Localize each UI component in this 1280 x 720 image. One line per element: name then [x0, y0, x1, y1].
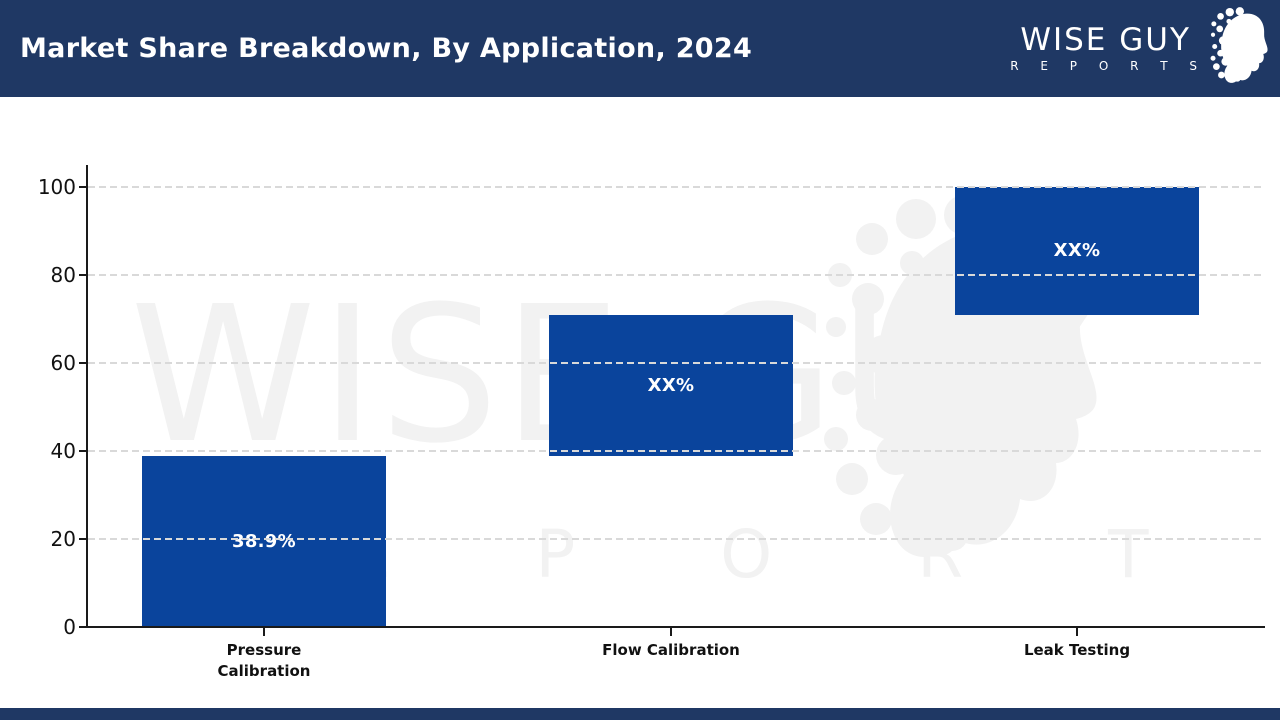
y-tick-label: 40: [50, 439, 76, 463]
y-gridline: [88, 450, 1265, 452]
y-tick-label: 60: [50, 351, 76, 375]
header: Market Share Breakdown, By Application, …: [0, 0, 1280, 97]
x-tick-label: Flow Calibration: [602, 641, 740, 659]
bar-segment: XX%: [549, 314, 793, 456]
y-tick-mark: [79, 538, 87, 540]
brand-name: WISE GUY: [1020, 22, 1191, 58]
bar-value-label: XX%: [1053, 240, 1101, 262]
x-tick-mark: [1076, 628, 1078, 636]
chart-title: Market Share Breakdown, By Application, …: [20, 33, 753, 64]
y-tick-mark: [79, 626, 87, 628]
y-gridline: [88, 186, 1265, 188]
y-tick-label: 100: [37, 175, 76, 199]
brand-subname: R E P O R T S: [1010, 59, 1206, 73]
brand-logo-text: WISE GUY R E P O R T S: [1005, 22, 1206, 73]
bar-value-label: XX%: [647, 374, 695, 396]
bar-value-label: 38.9%: [232, 530, 296, 552]
y-tick-mark: [79, 450, 87, 452]
y-tick-mark: [79, 362, 87, 364]
x-axis-line: [86, 626, 1265, 628]
y-gridline: [88, 538, 1265, 540]
x-tick-label: Pressure Calibration: [217, 641, 311, 680]
y-tick-label: 0: [63, 615, 76, 639]
y-axis-line: [86, 165, 88, 628]
y-gridline: [88, 274, 1265, 276]
bar-segment: XX%: [955, 187, 1199, 315]
y-tick-mark: [79, 186, 87, 188]
bar-segment: 38.9%: [142, 455, 386, 627]
x-tick-mark: [670, 628, 672, 636]
y-tick-label: 20: [50, 527, 76, 551]
y-tick-mark: [79, 274, 87, 276]
x-tick-mark: [263, 628, 265, 636]
y-tick-label: 80: [50, 263, 76, 287]
brand-logo: WISE GUY R E P O R T S: [1005, 0, 1270, 97]
y-gridline: [88, 362, 1265, 364]
x-tick-label: Leak Testing: [1023, 641, 1131, 659]
wise-guy-face-icon: [1208, 6, 1270, 91]
footer-bar: [0, 708, 1280, 720]
